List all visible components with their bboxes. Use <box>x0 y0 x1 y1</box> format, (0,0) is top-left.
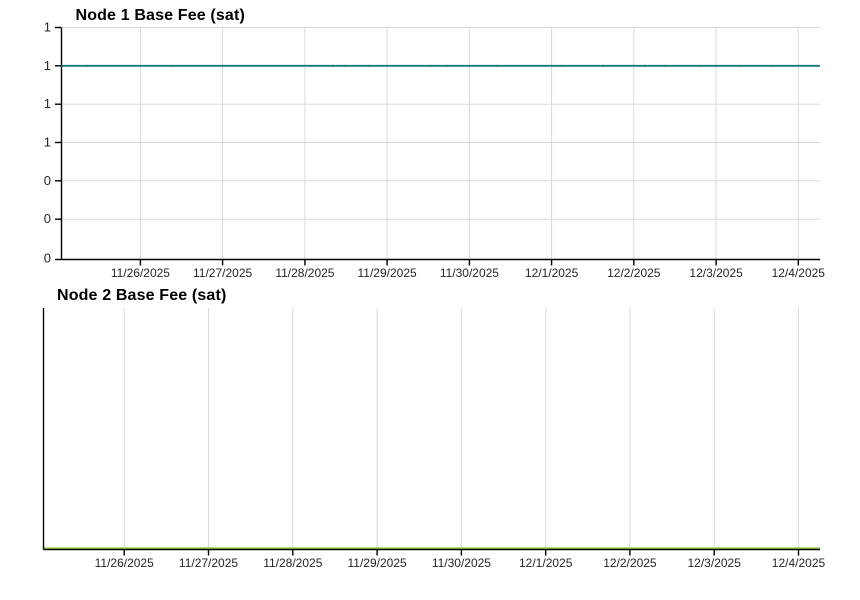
svg-text:11/30/2025: 11/30/2025 <box>440 266 499 280</box>
svg-text:11/27/2025: 11/27/2025 <box>179 556 238 570</box>
svg-text:0: 0 <box>44 211 51 226</box>
svg-text:12/2/2025: 12/2/2025 <box>607 266 661 280</box>
svg-text:12/3/2025: 12/3/2025 <box>688 556 742 570</box>
svg-text:1: 1 <box>44 135 51 150</box>
svg-text:1: 1 <box>44 20 51 35</box>
svg-text:11/26/2025: 11/26/2025 <box>95 556 154 570</box>
svg-text:Node 1 Base Fee (sat): Node 1 Base Fee (sat) <box>76 7 245 24</box>
svg-text:11/29/2025: 11/29/2025 <box>358 266 417 280</box>
svg-text:11/29/2025: 11/29/2025 <box>348 556 407 570</box>
svg-text:12/4/2025: 12/4/2025 <box>772 266 826 280</box>
svg-text:12/1/2025: 12/1/2025 <box>525 266 579 280</box>
svg-text:Node 2 Base Fee (sat): Node 2 Base Fee (sat) <box>57 287 226 304</box>
svg-text:12/3/2025: 12/3/2025 <box>689 266 743 280</box>
svg-text:12/1/2025: 12/1/2025 <box>519 556 573 570</box>
svg-text:1: 1 <box>44 96 51 111</box>
svg-text:11/27/2025: 11/27/2025 <box>193 266 252 280</box>
svg-text:11/26/2025: 11/26/2025 <box>111 266 170 280</box>
svg-text:0: 0 <box>44 173 51 188</box>
svg-text:12/4/2025: 12/4/2025 <box>772 556 826 570</box>
svg-text:11/28/2025: 11/28/2025 <box>275 266 334 280</box>
svg-text:1: 1 <box>44 58 51 73</box>
svg-text:11/28/2025: 11/28/2025 <box>263 556 322 570</box>
svg-text:11/30/2025: 11/30/2025 <box>432 556 491 570</box>
svg-text:12/2/2025: 12/2/2025 <box>603 556 657 570</box>
svg-text:0: 0 <box>44 251 51 266</box>
